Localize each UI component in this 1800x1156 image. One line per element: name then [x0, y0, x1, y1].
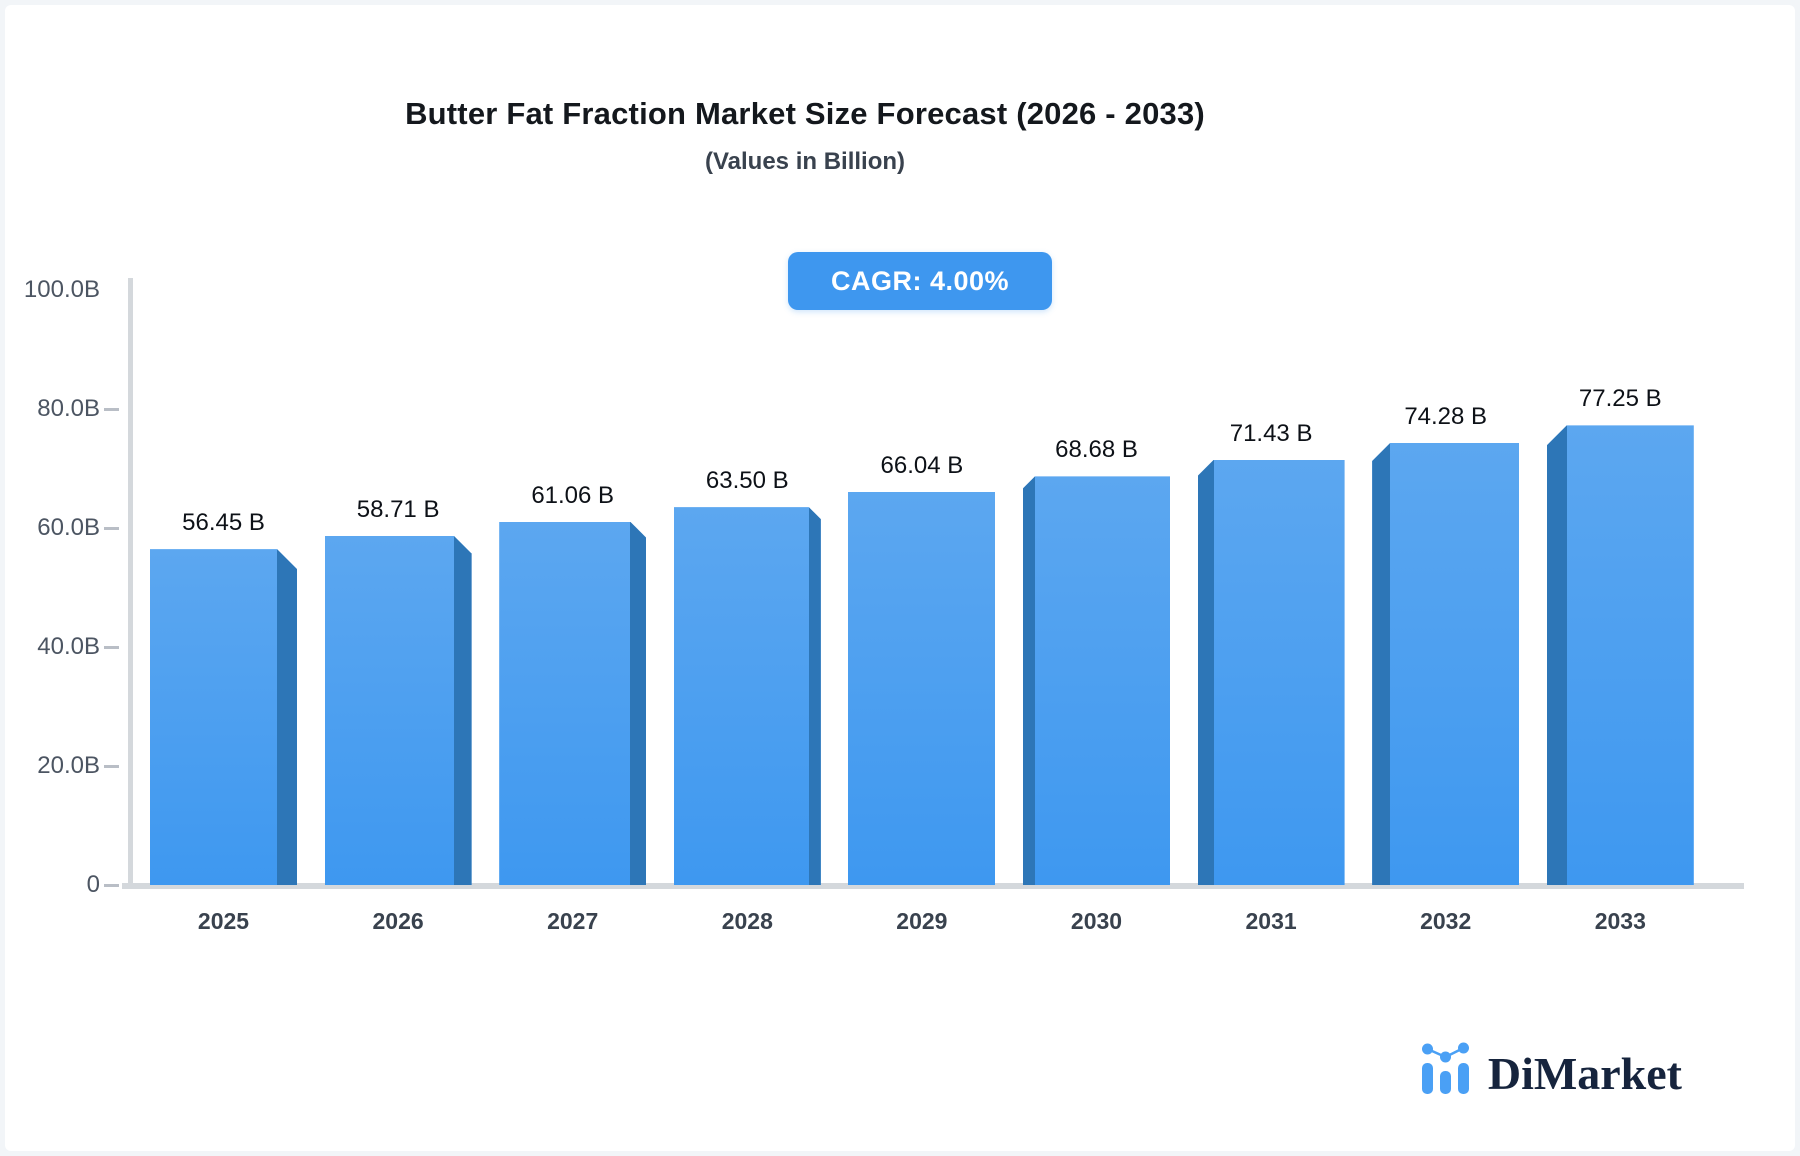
bar-side-shadow: [1023, 476, 1035, 885]
logo-text: DiMarket: [1487, 1048, 1682, 1099]
bar-side-shadow: [809, 507, 821, 885]
y-axis-line: [128, 278, 133, 889]
bar-face: [674, 507, 821, 885]
chart-title: Butter Fat Fraction Market Size Forecast…: [405, 96, 1205, 131]
bar-side-shadow: [630, 522, 646, 885]
x-axis-year-label: 2031: [1245, 908, 1297, 934]
x-axis-year-label: 2030: [1070, 908, 1123, 934]
bar-2028: [674, 507, 821, 885]
bar-face: [1372, 443, 1520, 885]
x-axis-year-label: 2027: [547, 908, 599, 934]
cagr-badge-label: CAGR: 4.00%: [830, 265, 1010, 296]
x-axis-year-label: 2033: [1594, 908, 1646, 934]
y-axis-tick-label: 20.0B: [37, 752, 100, 779]
bar-value-label: 74.28 B: [1404, 403, 1488, 431]
bar-side-shadow: [454, 536, 472, 885]
x-axis-year-label: 2026: [372, 908, 424, 934]
bar-2026: [325, 536, 472, 885]
bar-face: [1197, 459, 1345, 885]
bar-side-shadow: [1197, 459, 1214, 885]
x-axis-year-label: 2032: [1420, 908, 1472, 934]
x-axis-year-label: 2029: [896, 908, 948, 934]
bar-2025: [150, 549, 297, 885]
bar-value-label: 77.25 B: [1578, 385, 1662, 413]
bar-2033: [1546, 425, 1694, 885]
bar-value-label: 63.50 B: [705, 467, 789, 495]
dimarket-logo: DiMarket: [1418, 1040, 1682, 1099]
bar-value-label: 68.68 B: [1055, 436, 1138, 464]
bar-value-label: 56.45 B: [182, 509, 265, 537]
bar-value-label: 71.43 B: [1229, 419, 1313, 447]
y-axis-tick-mark: [104, 764, 119, 768]
bar-2030: [1023, 476, 1170, 885]
bar-2031: [1197, 459, 1345, 885]
y-axis-tick-label: 80.0B: [37, 395, 100, 422]
bar-face: [1546, 425, 1694, 885]
bar-side-shadow: [277, 549, 297, 885]
bar-value-label: 58.71 B: [356, 495, 440, 523]
bar-face: [848, 492, 996, 885]
bar-face: [499, 522, 646, 885]
y-axis-tick-mark: [104, 883, 119, 887]
x-axis-year-label: 2025: [197, 908, 250, 934]
bar-face: [325, 536, 472, 885]
y-axis-tick-mark: [104, 645, 119, 649]
x-axis-year-label: 2028: [721, 908, 773, 934]
y-axis-tick-mark: [104, 526, 119, 530]
bar-2032: [1372, 443, 1520, 885]
bar-2029: [848, 492, 996, 885]
y-axis-tick-mark: [104, 407, 119, 411]
bar-face: [150, 549, 297, 885]
bar-side-shadow: [1546, 425, 1567, 885]
y-axis-tick-label: 60.0B: [37, 514, 100, 541]
y-axis-tick-label: 40.0B: [37, 633, 100, 660]
bar-side-shadow: [1372, 443, 1391, 885]
x-axis-line: [122, 883, 1744, 889]
bar-2027: [499, 522, 646, 885]
bar-value-label: 61.06 B: [531, 481, 615, 509]
y-axis-tick-label: 100.0B: [23, 276, 100, 303]
mini-bar-chart-icon: [1421, 1042, 1469, 1094]
bar-value-label: 66.04 B: [880, 452, 964, 480]
chart-subtitle: (Values in Billion): [704, 148, 906, 175]
y-axis-tick-label: 0: [86, 871, 100, 898]
bar-face: [1023, 476, 1170, 885]
cagr-badge: CAGR: 4.00%: [788, 252, 1052, 310]
